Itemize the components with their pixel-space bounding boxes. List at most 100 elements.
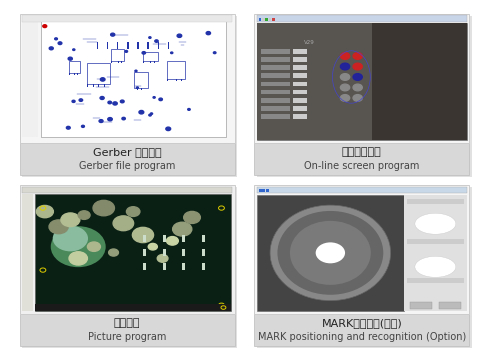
- Bar: [409, 302, 431, 309]
- Bar: [256, 187, 471, 348]
- Bar: [254, 185, 468, 314]
- Circle shape: [100, 96, 104, 100]
- Bar: [265, 18, 267, 21]
- Circle shape: [340, 53, 349, 59]
- Bar: [98, 84, 99, 87]
- Circle shape: [352, 63, 362, 70]
- Bar: [118, 61, 119, 64]
- Bar: [137, 42, 139, 49]
- Bar: [137, 88, 138, 90]
- Circle shape: [49, 47, 53, 50]
- Circle shape: [148, 37, 151, 38]
- Bar: [69, 61, 80, 73]
- Bar: [106, 42, 108, 49]
- Bar: [292, 49, 306, 54]
- Bar: [166, 79, 167, 81]
- Bar: [171, 79, 172, 81]
- Text: 图片编程: 图片编程: [114, 318, 140, 328]
- Circle shape: [108, 101, 111, 104]
- Bar: [114, 61, 115, 64]
- Bar: [142, 235, 145, 242]
- Bar: [77, 73, 78, 75]
- Circle shape: [148, 244, 157, 250]
- Ellipse shape: [53, 226, 88, 251]
- Bar: [292, 114, 306, 119]
- Bar: [256, 23, 466, 140]
- Bar: [272, 18, 274, 21]
- Circle shape: [55, 38, 57, 40]
- Bar: [150, 61, 151, 64]
- Ellipse shape: [277, 211, 383, 295]
- Bar: [292, 90, 306, 95]
- Circle shape: [183, 211, 200, 223]
- Circle shape: [352, 84, 362, 91]
- Bar: [261, 82, 290, 86]
- Circle shape: [36, 205, 53, 218]
- Bar: [292, 82, 306, 86]
- Bar: [292, 98, 306, 103]
- Bar: [111, 61, 112, 64]
- Text: 在线屏幕编程: 在线屏幕编程: [341, 147, 381, 157]
- Bar: [111, 49, 124, 61]
- Bar: [167, 42, 169, 49]
- Circle shape: [126, 207, 140, 216]
- Bar: [256, 16, 466, 22]
- Bar: [292, 106, 306, 111]
- Circle shape: [170, 52, 172, 54]
- Circle shape: [340, 95, 349, 101]
- Bar: [22, 16, 237, 176]
- Bar: [261, 90, 290, 95]
- Bar: [266, 189, 269, 192]
- Bar: [127, 42, 128, 49]
- Bar: [142, 52, 157, 61]
- Text: On-line screen program: On-line screen program: [304, 161, 419, 171]
- Bar: [256, 16, 471, 176]
- Bar: [292, 65, 306, 70]
- Text: V29: V29: [304, 40, 314, 46]
- Bar: [87, 64, 109, 84]
- Circle shape: [87, 242, 100, 251]
- Circle shape: [340, 63, 349, 70]
- Circle shape: [153, 97, 155, 98]
- Circle shape: [49, 220, 68, 234]
- Bar: [202, 263, 204, 270]
- Circle shape: [187, 108, 190, 110]
- Bar: [403, 195, 466, 311]
- Bar: [142, 249, 145, 256]
- Bar: [182, 263, 185, 270]
- Bar: [20, 185, 234, 314]
- Bar: [371, 23, 466, 140]
- Bar: [438, 302, 460, 309]
- Circle shape: [157, 255, 167, 262]
- Circle shape: [340, 84, 349, 91]
- Bar: [254, 143, 468, 175]
- Bar: [261, 114, 290, 119]
- Bar: [133, 72, 148, 88]
- Circle shape: [73, 49, 75, 50]
- Bar: [35, 194, 231, 311]
- Bar: [292, 73, 306, 78]
- Circle shape: [69, 252, 87, 265]
- Text: MARK识别定位(选配): MARK识别定位(选配): [321, 318, 402, 328]
- Circle shape: [352, 74, 362, 80]
- Bar: [268, 18, 271, 21]
- Circle shape: [78, 211, 90, 219]
- Circle shape: [110, 33, 115, 36]
- Circle shape: [120, 100, 124, 103]
- Circle shape: [113, 216, 133, 231]
- Bar: [163, 235, 165, 242]
- Circle shape: [206, 31, 210, 35]
- Bar: [256, 23, 371, 140]
- Bar: [35, 304, 231, 311]
- Circle shape: [177, 34, 182, 37]
- Bar: [166, 61, 185, 79]
- Ellipse shape: [269, 205, 390, 301]
- Circle shape: [172, 222, 191, 236]
- Bar: [74, 73, 75, 75]
- Bar: [182, 235, 185, 242]
- Bar: [292, 57, 306, 62]
- Circle shape: [122, 117, 125, 120]
- Bar: [182, 249, 185, 256]
- Circle shape: [136, 87, 138, 88]
- Circle shape: [113, 102, 117, 105]
